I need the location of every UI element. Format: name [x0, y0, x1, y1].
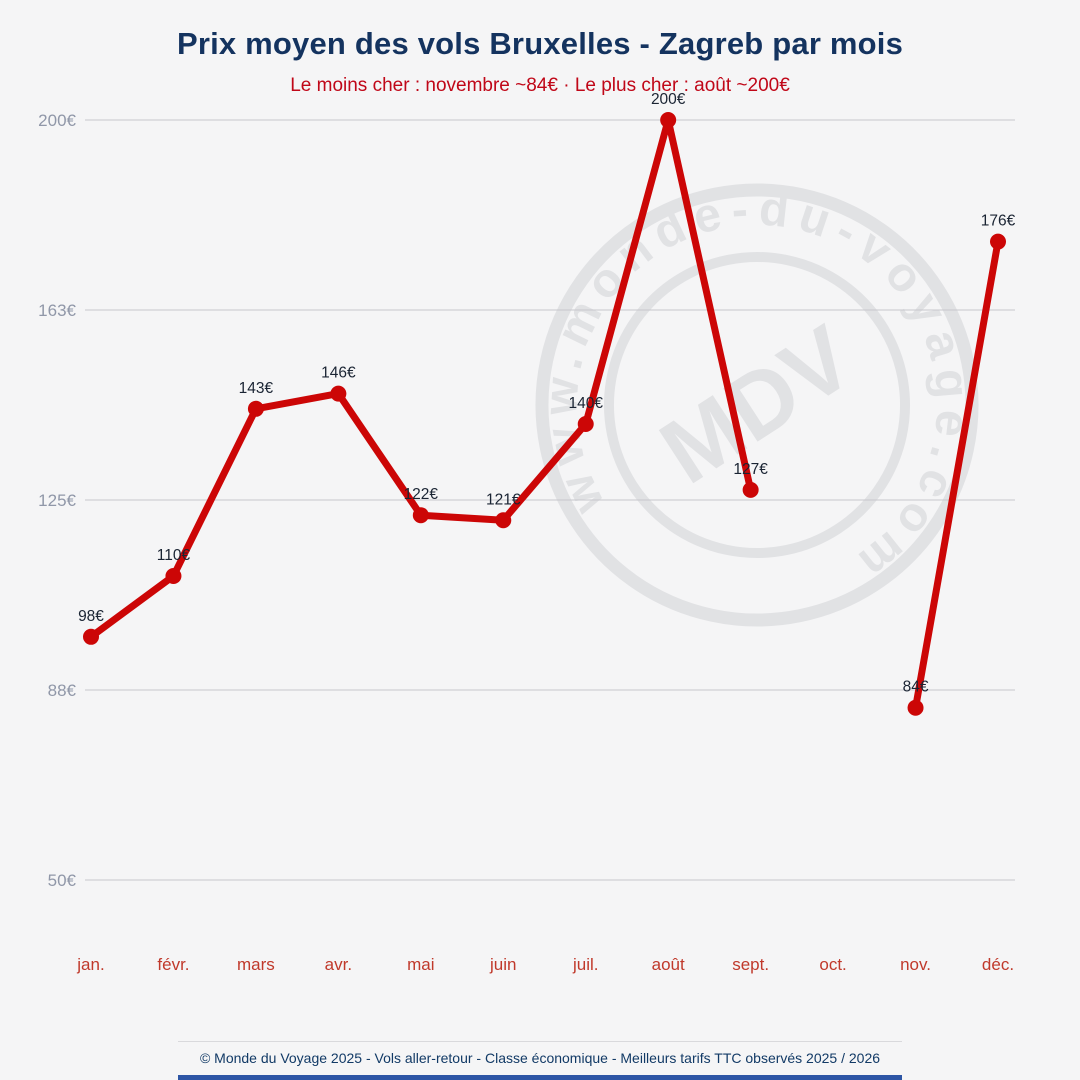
footer-accent-bar [178, 1075, 902, 1080]
data-point-1 [165, 568, 182, 584]
data-label: 140€ [568, 395, 603, 412]
data-label: 98€ [78, 608, 104, 625]
y-axis-label: 163€ [38, 301, 76, 320]
data-point-8 [742, 481, 759, 498]
data-label: 146€ [321, 365, 356, 382]
price-line [912, 238, 1002, 712]
data-point-0 [83, 628, 99, 645]
x-axis-label: jan. [76, 955, 104, 974]
x-axis-label: mai [407, 955, 434, 974]
chart-subtitle: Le moins cher : novembre ~84€ · Le plus … [290, 75, 790, 96]
x-axis-label: sept. [732, 955, 769, 974]
data-label: 110€ [157, 547, 191, 564]
x-axis-label: déc. [982, 955, 1014, 974]
x-axis-label: juil. [572, 955, 599, 974]
data-label: 143€ [239, 380, 274, 397]
data-label: 122€ [404, 486, 439, 503]
x-axis-label: févr. [157, 955, 189, 974]
data-label: 200€ [651, 91, 686, 108]
data-label: 176€ [981, 213, 1016, 230]
x-axis-label: août [652, 955, 685, 974]
x-axis-label: nov. [900, 955, 931, 974]
y-axis-label: 125€ [38, 491, 76, 510]
x-axis-label: avr. [325, 955, 352, 974]
watermark-inner-circle [604, 252, 910, 558]
data-point-10 [907, 699, 924, 716]
price-line-chart: www.monde-du-voyage.comMDV200€163€125€88… [38, 91, 1065, 974]
data-label: 121€ [486, 491, 521, 508]
data-point-5 [495, 512, 512, 529]
data-point-2 [247, 400, 264, 417]
data-point-6 [577, 416, 594, 432]
x-axis-label: mars [237, 955, 275, 974]
y-axis-label: 200€ [38, 111, 76, 130]
y-axis-label: 88€ [48, 681, 77, 700]
chart-title: Prix moyen des vols Bruxelles - Zagreb p… [176, 26, 904, 61]
data-point-3 [330, 385, 347, 402]
x-axis-label: oct. [819, 955, 846, 974]
x-axis-label: juin [489, 955, 516, 974]
data-label: 84€ [903, 679, 929, 696]
data-point-11 [990, 233, 1006, 250]
data-label: 127€ [733, 461, 768, 478]
data-point-4 [412, 507, 429, 524]
y-axis-label: 50€ [48, 871, 77, 890]
footer-text: © Monde du Voyage 2025 - Vols aller-reto… [199, 1050, 881, 1066]
footer: © Monde du Voyage 2025 - Vols aller-reto… [178, 1041, 902, 1080]
data-point-7 [660, 112, 677, 128]
